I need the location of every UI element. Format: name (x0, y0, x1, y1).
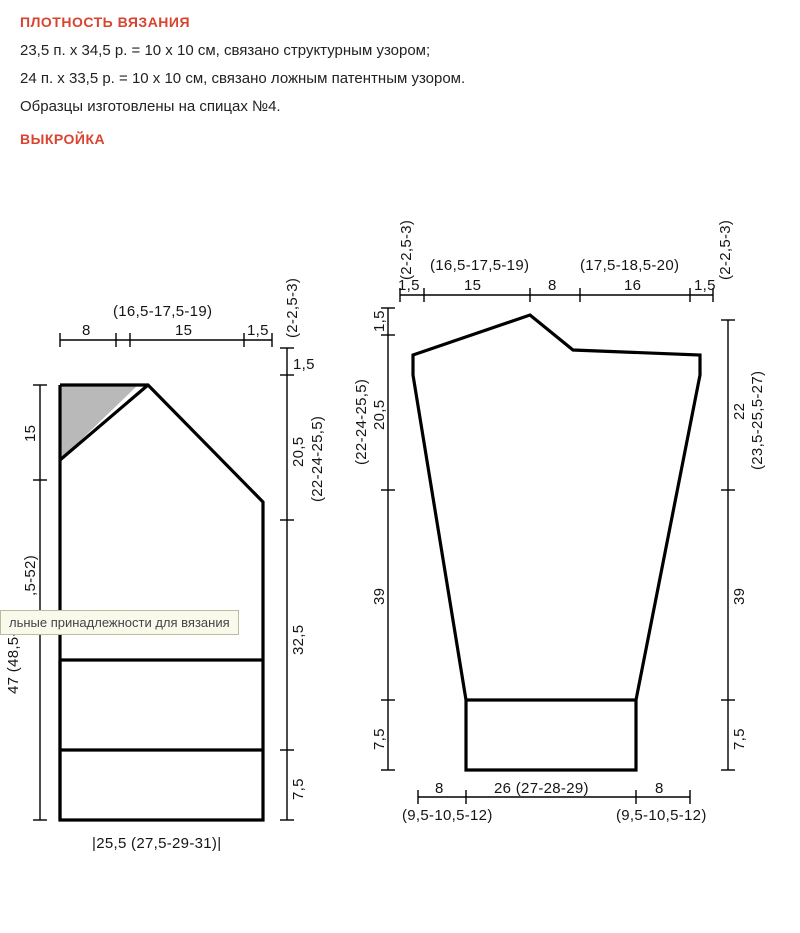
body-right-armhole-h: 20,5 (290, 437, 307, 467)
hover-tooltip: льные принадлежности для вязания (0, 610, 239, 635)
gauge-line-3: Образцы изготовлены на спицах №4. (20, 96, 800, 118)
body-left-shoulder-h: 15 (22, 425, 39, 442)
sleeve-bot-center: 26 (27-28-29) (494, 780, 589, 797)
sleeve-piece: 1,5 15 8 16 1,5 (16,5-17,5-19) (17,5-18,… (353, 220, 766, 824)
body-raglan-range: (2-2,5-3) (284, 278, 301, 338)
body-top-edge: 1,5 (247, 322, 269, 339)
sleeve-bot-edge-r: 8 (655, 780, 664, 797)
body-left-total-tail: ,5-52) (22, 555, 39, 596)
body-piece: 8 (16,5-17,5-19) 15 1,5 (2-2,5-3) 1,5 20… (5, 278, 326, 852)
body-left-total-h: 47 (48,5- (5, 631, 22, 694)
sleeve-cap-r-range: (17,5-18,5-20) (580, 257, 679, 274)
gauge-line-1: 23,5 п. x 34,5 р. = 10 x 10 см, связано … (20, 40, 800, 62)
gauge-line-2: 24 п. x 33,5 р. = 10 x 10 см, связано ло… (20, 68, 800, 90)
sleeve-left-cuff-h: 7,5 (371, 728, 388, 750)
body-right-body-h: 32,5 (290, 625, 307, 655)
sleeve-left-cap-h: 20,5 (371, 400, 388, 430)
page: ПЛОТНОСТЬ ВЯЗАНИЯ 23,5 п. x 34,5 р. = 10… (0, 0, 800, 933)
sleeve-top-cap-l: 15 (464, 277, 481, 294)
sleeve-bot-range-l: (9,5-10,5-12) (402, 807, 493, 824)
body-outline (60, 385, 263, 820)
sleeve-bot-edge-l: 8 (435, 780, 444, 797)
sleeve-right-body-h: 39 (731, 588, 748, 605)
body-right-topdrop: 1,5 (293, 356, 315, 373)
sleeve-bot-range-r: (9,5-10,5-12) (616, 807, 707, 824)
body-top-center-w: 15 (175, 322, 192, 339)
body-top-shoulder-w: 8 (82, 322, 91, 339)
pattern-heading: ВЫКРОЙКА (20, 131, 800, 147)
diagram-area: 8 (16,5-17,5-19) 15 1,5 (2-2,5-3) 1,5 20… (0, 180, 800, 880)
sleeve-left-topdrop: 1,5 (371, 310, 388, 332)
sleeve-right-cap-h: 22 (731, 403, 748, 420)
sleeve-right-cap-range: (23,5-25,5-27) (749, 371, 766, 470)
body-right-hem-h: 7,5 (290, 778, 307, 800)
sleeve-left-cap-range: (22-24-25,5) (353, 379, 370, 465)
body-top-neck-range: (16,5-17,5-19) (113, 303, 212, 320)
sleeve-top-edge-r: 1,5 (694, 277, 716, 294)
sleeve-raglan-r: (2-2,5-3) (717, 220, 734, 280)
sleeve-outline (413, 315, 700, 770)
sleeve-raglan-l: (2-2,5-3) (398, 220, 415, 280)
sleeve-top-cap-r: 16 (624, 277, 641, 294)
gauge-heading: ПЛОТНОСТЬ ВЯЗАНИЯ (20, 14, 800, 30)
body-right-armhole-range: (22-24-25,5) (309, 416, 326, 502)
sleeve-left-body-h: 39 (371, 588, 388, 605)
body-bottom-width: |25,5 (27,5-29-31)| (92, 835, 221, 852)
sleeve-cap-l-range: (16,5-17,5-19) (430, 257, 529, 274)
pattern-svg: 8 (16,5-17,5-19) 15 1,5 (2-2,5-3) 1,5 20… (0, 180, 800, 900)
sleeve-top-mid: 8 (548, 277, 557, 294)
sleeve-right-cuff-h: 7,5 (731, 728, 748, 750)
